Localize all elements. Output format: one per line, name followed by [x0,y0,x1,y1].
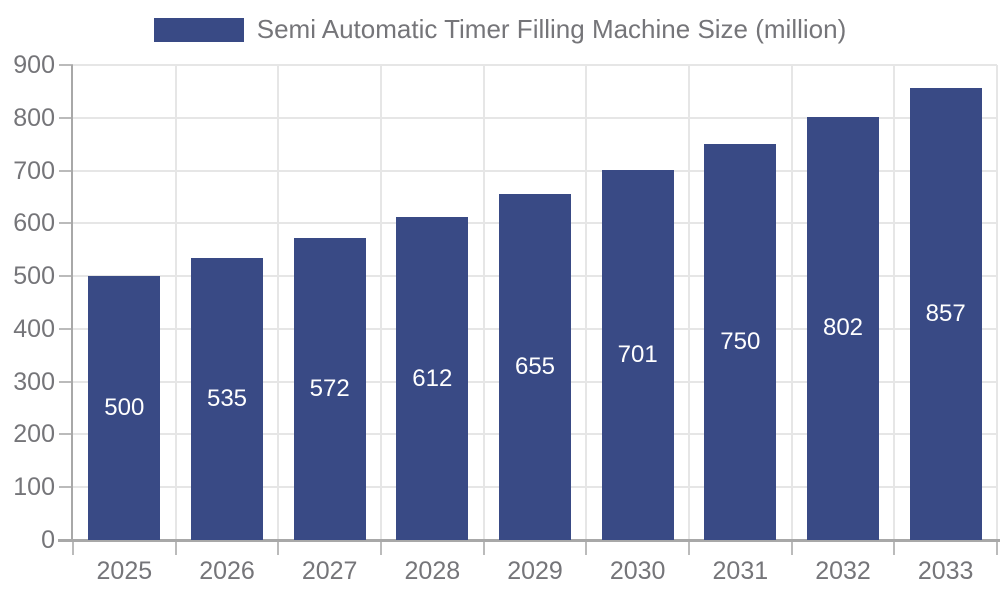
y-tick [59,169,73,172]
x-tick [174,542,177,555]
bar: 857 [909,87,982,540]
x-tick [482,542,485,555]
x-gridline [790,65,793,540]
x-axis-tick-label: 2027 [301,557,358,585]
x-axis-tick-label: 2031 [712,557,769,585]
y-axis-tick-label: 200 [13,420,55,449]
y-tick [59,116,73,119]
bar: 535 [191,257,263,540]
y-axis-tick-label: 300 [13,367,55,396]
bar-value-label: 750 [720,328,761,356]
x-axis-tick-label: 2033 [917,557,974,585]
x-tick [790,542,793,555]
x-axis-tick-label: 2028 [404,557,461,585]
y-axis-tick-label: 600 [13,209,55,238]
x-tick [277,542,280,555]
bar-value-label: 857 [925,299,966,327]
bar-value-label: 500 [104,394,145,422]
x-tick [996,542,998,555]
bar: 500 [88,276,161,540]
bar-value-label: 612 [412,364,453,392]
x-axis-tick-label: 2026 [199,557,255,585]
x-gridline [585,65,588,540]
bar: 655 [499,194,571,540]
x-gridline [482,65,485,540]
x-gridline [996,65,998,540]
x-gridline [688,65,690,540]
y-tick [59,433,73,436]
x-tick [72,542,74,555]
x-gridline [893,65,896,540]
y-axis-tick-label: 500 [13,262,55,291]
y-tick [59,486,73,489]
bar: 572 [293,238,366,540]
x-gridline [277,65,280,540]
y-gridline [73,116,997,119]
x-axis-tick-label: 2029 [507,557,563,585]
bar-value-label: 701 [617,341,658,368]
x-tick [380,542,382,555]
legend-swatch [153,17,244,42]
bar-value-label: 535 [206,384,248,412]
y-axis-tick-label: 400 [13,314,55,343]
x-axis-tick-label: 2032 [815,557,871,585]
y-tick [59,275,73,278]
x-tick [585,542,588,555]
y-axis-tick-label: 700 [13,156,55,185]
y-axis-tick-label: 100 [13,473,55,502]
legend-label: Semi Automatic Timer Filling Machine Siz… [256,14,847,44]
y-tick [59,380,73,383]
legend: Semi Automatic Timer Filling Machine Siz… [0,14,1000,45]
x-tick [893,542,896,555]
x-axis-tick-label: 2025 [96,557,153,585]
y-axis-tick-label: 900 [13,51,55,79]
y-tick [59,64,73,66]
x-gridline [174,65,177,540]
x-gridline [380,65,382,540]
bar-value-label: 655 [514,353,556,381]
bar: 701 [601,170,674,540]
y-tick [59,327,73,330]
y-axis-tick-label: 0 [41,526,55,554]
y-axis-line [71,65,73,540]
bar: 802 [807,116,879,540]
bar-value-label: 802 [822,314,864,342]
y-tick [59,222,73,225]
bar: 750 [704,144,777,540]
x-axis-tick-label: 2030 [609,557,666,585]
y-gridline [73,64,997,66]
bar: 612 [396,217,469,540]
x-tick [688,542,690,555]
y-gridline [73,169,997,172]
x-axis-line [58,539,1000,542]
y-axis-tick-label: 800 [13,103,55,132]
bar-value-label: 572 [309,375,350,403]
